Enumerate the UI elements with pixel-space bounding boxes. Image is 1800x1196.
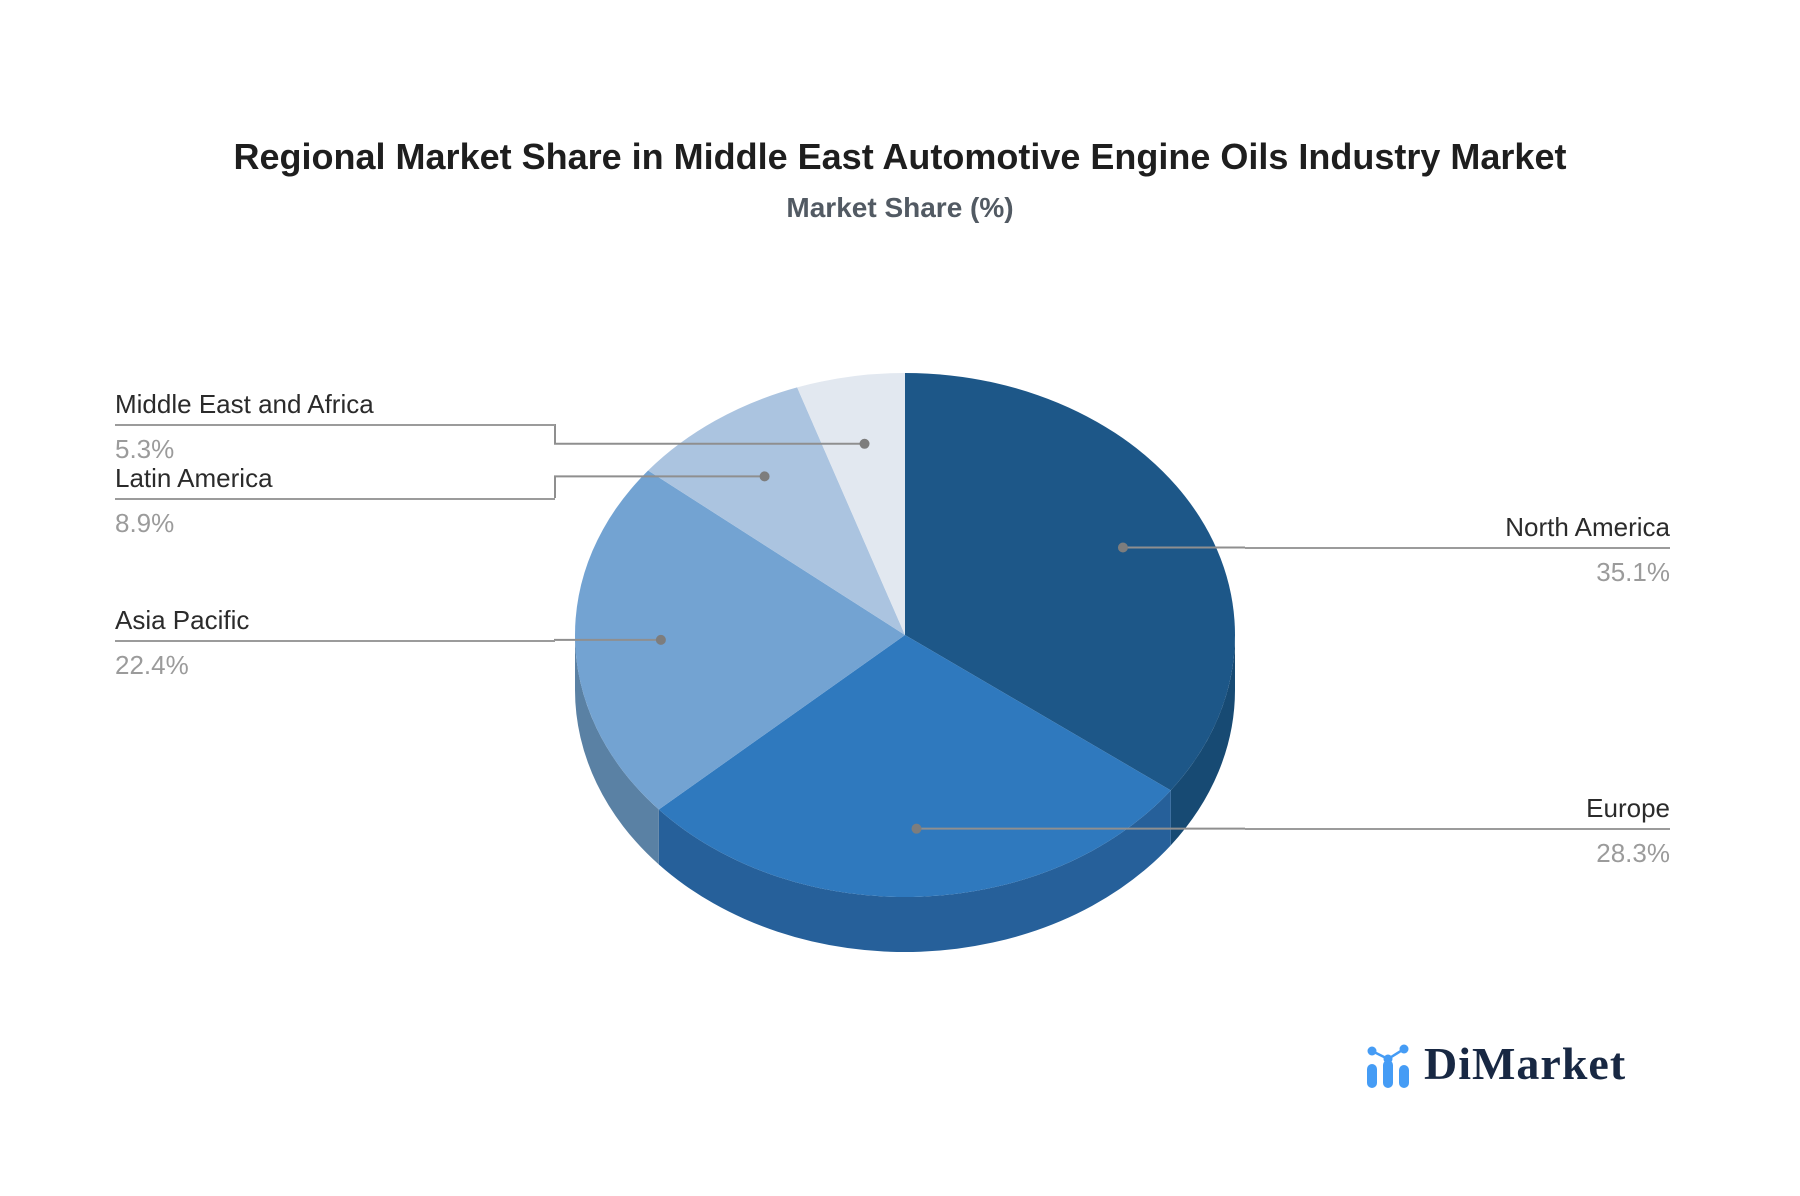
leader-line-latin-america — [554, 475, 765, 498]
leader-dot-middle-east-and-africa — [859, 438, 870, 449]
callout-label: Middle East and Africa — [115, 389, 555, 426]
callout-latin-america: Latin America 8.9% — [115, 463, 555, 538]
pie-slice-side-europe — [658, 790, 1171, 952]
dimarket-logo-text: DiMarket — [1424, 1038, 1627, 1089]
pie-slice-north-america[interactable] — [905, 373, 1235, 791]
dimarket-logo: DiMarket — [1366, 1040, 1626, 1088]
chart-title: Regional Market Share in Middle East Aut… — [233, 136, 1567, 177]
callout-value: 5.3% — [115, 434, 175, 464]
callout-label: Asia Pacific — [115, 605, 555, 642]
leader-dot-europe — [911, 823, 922, 834]
pie-slice-side-asia-pacific — [575, 635, 659, 865]
callout-europe: Europe 28.3% — [1245, 793, 1670, 868]
pie-slice-middle-east-and-africa[interactable] — [797, 373, 905, 635]
pie-slice-europe[interactable] — [658, 635, 1171, 898]
callout-label: Latin America — [115, 463, 555, 500]
pie-slice-asia-pacific[interactable] — [574, 470, 905, 810]
dimarket-logo-icon — [1367, 1044, 1409, 1088]
leader-dot-asia-pacific — [655, 634, 666, 645]
pie-slice-latin-america[interactable] — [648, 387, 905, 635]
callout-value: 8.9% — [115, 508, 175, 538]
callout-north-america: North America 35.1% — [1245, 512, 1670, 587]
callout-label: Europe — [1245, 793, 1670, 830]
callout-value: 22.4% — [115, 650, 189, 680]
leader-line-middle-east-and-africa — [554, 424, 865, 445]
callout-middle-east-and-africa: Middle East and Africa 5.3% — [115, 389, 555, 464]
leader-dot-north-america — [1117, 542, 1128, 553]
callout-value: 35.1% — [1596, 557, 1670, 587]
pie-slice-side-north-america — [1170, 635, 1235, 846]
callout-asia-pacific: Asia Pacific 22.4% — [115, 605, 555, 680]
callout-label: North America — [1245, 512, 1670, 549]
leader-dot-latin-america — [759, 471, 770, 482]
chart-subtitle: Market Share (%) — [786, 192, 1014, 223]
callout-value: 28.3% — [1596, 838, 1670, 868]
